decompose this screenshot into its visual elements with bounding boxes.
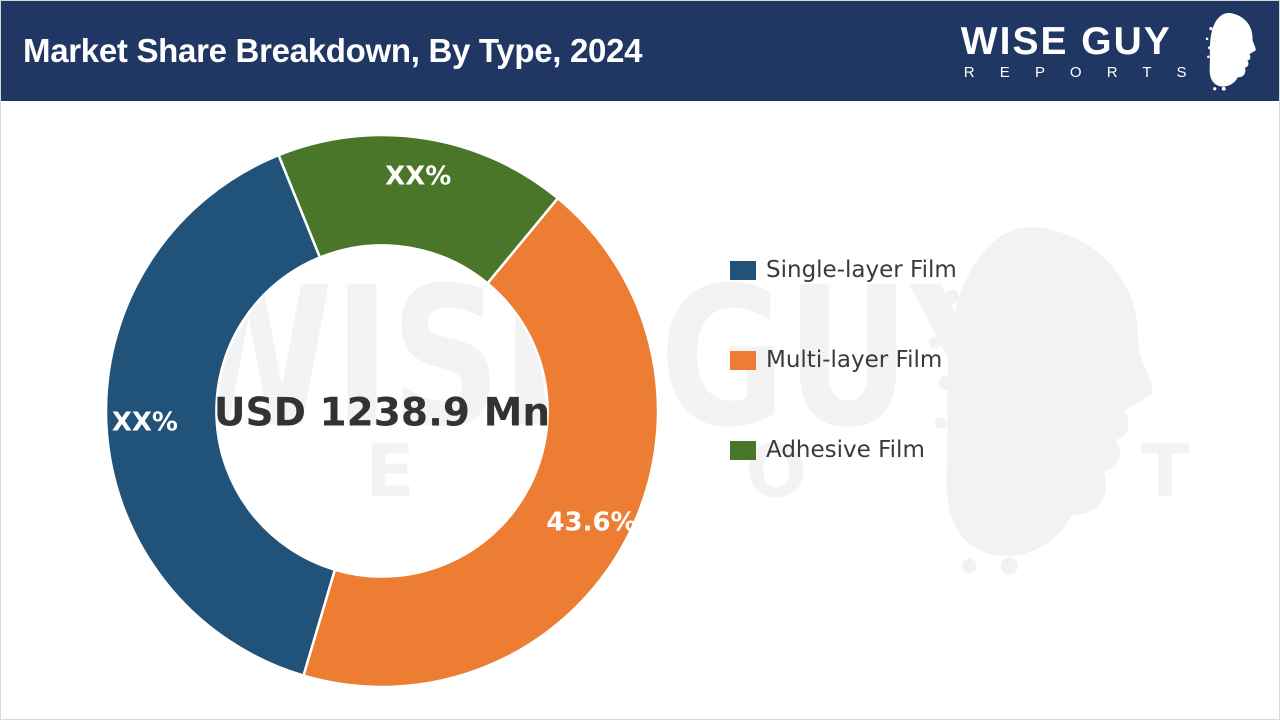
chart-legend: Single-layer Film Multi-layer Film Adhesiv… xyxy=(730,257,957,527)
donut-segment-adhesive-film xyxy=(277,133,560,285)
logo-face-icon xyxy=(1205,12,1256,91)
legend-swatch xyxy=(730,260,756,280)
legend-item-adhesive-film: Adhesive Film xyxy=(730,437,957,463)
legend-item-single-layer-film: Single-layer Film xyxy=(730,257,957,283)
donut-center-value: USD 1238.9 Mn xyxy=(213,390,551,436)
legend-swatch xyxy=(730,350,756,370)
brand-logo: WISE GUY R E P O R T S xyxy=(961,9,1257,93)
legend-swatch xyxy=(730,440,756,460)
page-title: Market Share Breakdown, By Type, 2024 xyxy=(23,31,643,69)
slice-label-multi-layer-film: 43.6% xyxy=(546,508,636,538)
legend-label: Multi-layer Film xyxy=(766,347,943,373)
legend-item-multi-layer-film: Multi-layer Film xyxy=(730,347,957,373)
slice-label-adhesive-film: XX% xyxy=(385,161,451,191)
donut-segment-single-layer-film xyxy=(104,153,337,677)
header-bar: Market Share Breakdown, By Type, 2024 WI… xyxy=(1,1,1279,101)
logo-wordmark: WISE GUY xyxy=(960,20,1172,63)
legend-label: Single-layer Film xyxy=(766,257,957,283)
logo-wordmark-block: WISE GUY R E P O R T S xyxy=(961,22,1197,80)
slice-label-single-layer-film: XX% xyxy=(112,407,178,437)
legend-label: Adhesive Film xyxy=(766,437,925,463)
donut-segment-multi-layer-film xyxy=(302,196,660,689)
logo-subtext: R E P O R T S xyxy=(963,64,1197,81)
